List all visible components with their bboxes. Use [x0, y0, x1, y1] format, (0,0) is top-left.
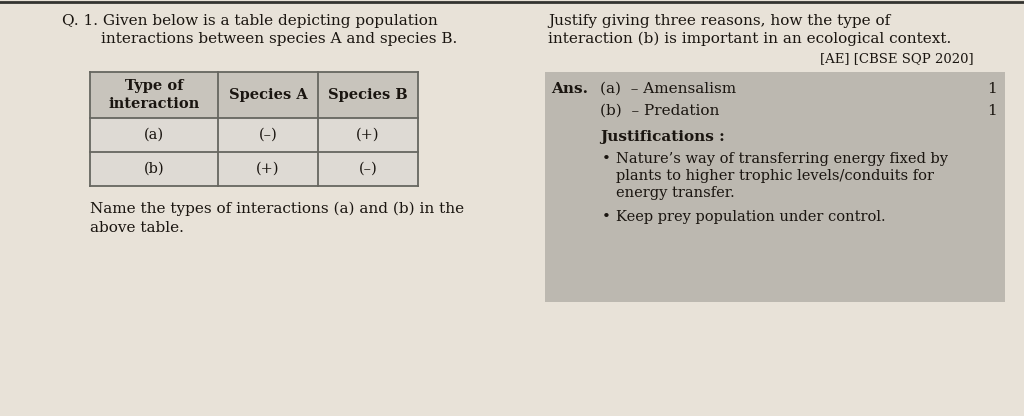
Text: (–): (–): [358, 162, 378, 176]
Text: •: •: [602, 210, 611, 224]
Text: Nature’s way of transferring energy fixed by: Nature’s way of transferring energy fixe…: [616, 152, 948, 166]
Text: 1: 1: [987, 82, 997, 96]
Text: Species B: Species B: [328, 88, 408, 102]
Text: Justifications :: Justifications :: [600, 130, 725, 144]
Text: (b)  – Predation: (b) – Predation: [600, 104, 720, 118]
Text: (a)  – Amensalism: (a) – Amensalism: [600, 82, 736, 96]
Bar: [90, 118, 418, 186]
Text: •: •: [602, 152, 611, 166]
Text: Keep prey population under control.: Keep prey population under control.: [616, 210, 886, 224]
Text: energy transfer.: energy transfer.: [616, 186, 735, 200]
Text: (b): (b): [143, 162, 164, 176]
Text: plants to higher trophic levels/conduits for: plants to higher trophic levels/conduits…: [616, 169, 934, 183]
Text: Name the types of interactions (a) and (b) in the: Name the types of interactions (a) and (…: [90, 202, 464, 216]
Text: Ans.: Ans.: [551, 82, 588, 96]
Text: (a): (a): [144, 128, 164, 142]
Text: Type of
interaction: Type of interaction: [109, 79, 200, 111]
Bar: [90, 72, 418, 118]
Text: (+): (+): [256, 162, 280, 176]
Text: (–): (–): [259, 128, 278, 142]
Text: Q. 1. Given below is a table depicting population: Q. 1. Given below is a table depicting p…: [62, 14, 437, 28]
Text: interactions between species A and species B.: interactions between species A and speci…: [62, 32, 458, 46]
Text: 1: 1: [987, 104, 997, 118]
Text: (+): (+): [356, 128, 380, 142]
Text: above table.: above table.: [90, 221, 184, 235]
Text: Species A: Species A: [228, 88, 307, 102]
Bar: [545, 72, 1005, 302]
Text: Justify giving three reasons, how the type of: Justify giving three reasons, how the ty…: [548, 14, 890, 28]
Text: interaction (b) is important in an ecological context.: interaction (b) is important in an ecolo…: [548, 32, 951, 47]
Text: [AE] [CBSE SQP 2020]: [AE] [CBSE SQP 2020]: [820, 52, 974, 65]
